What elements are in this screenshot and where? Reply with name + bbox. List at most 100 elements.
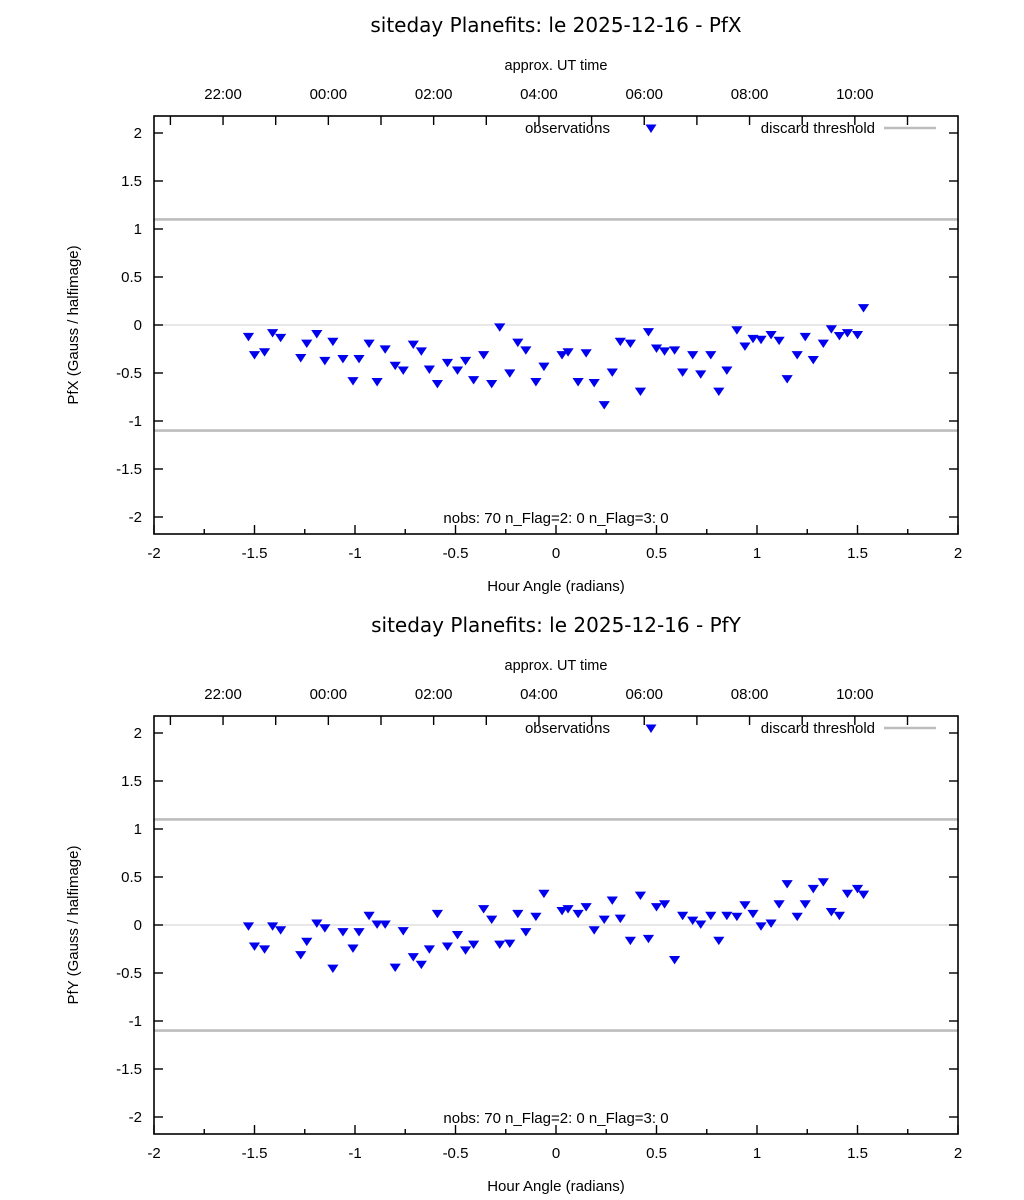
- x-tick-label: -0.5: [443, 545, 469, 562]
- y-tick-label: -0.5: [116, 365, 142, 382]
- x-tick-label: -1: [348, 1145, 361, 1162]
- observation-point: [650, 903, 663, 912]
- observation-point: [397, 927, 409, 936]
- x-tick-label: 1: [753, 545, 761, 562]
- legend-observations-label: observations: [525, 720, 610, 737]
- x-axis-ticks: -2 -1.5 -1 -0.5 0 0.5 1 1.5 2: [147, 525, 962, 562]
- x-tick-label: 0: [552, 1145, 560, 1162]
- observation-point: [634, 891, 647, 901]
- y-tick-label: 0: [134, 917, 142, 934]
- observation-point: [668, 955, 681, 965]
- ut-tick-label: 02:00: [415, 86, 453, 103]
- ut-tick-label: 00:00: [310, 86, 348, 103]
- observations-series: [242, 878, 870, 973]
- observation-point: [431, 909, 444, 919]
- observation-point: [606, 368, 618, 377]
- observation-point: [467, 376, 480, 385]
- legend: observations discard threshold: [525, 120, 936, 137]
- ut-tick-label: 08:00: [731, 86, 769, 103]
- y-tick-label: 0.5: [121, 869, 142, 886]
- observation-point: [857, 304, 870, 313]
- observation-point: [353, 355, 365, 364]
- observation-point: [642, 934, 655, 944]
- observation-point: [580, 349, 592, 358]
- observation-point: [857, 890, 870, 900]
- x-tick-label: 0.5: [646, 545, 667, 562]
- observation-point: [311, 330, 323, 339]
- ut-tick-label: 08:00: [731, 686, 769, 703]
- observations-marker-icon: [645, 724, 657, 733]
- observation-point: [791, 351, 803, 360]
- y-tick-label: -1.5: [116, 1061, 142, 1078]
- observation-point: [642, 328, 655, 337]
- y-axis-ticks: -2 -1.5 -1 -0.5 0 0.5 1 1.5 2: [116, 725, 958, 1126]
- observation-point: [624, 339, 636, 349]
- observation-point: [781, 880, 793, 889]
- observation-point: [687, 351, 699, 360]
- observation-point: [713, 936, 725, 946]
- x-tick-label: -1: [348, 545, 361, 562]
- observation-point: [337, 928, 349, 937]
- y-tick-label: 2: [134, 125, 142, 142]
- ut-tick-label: 10:00: [836, 86, 874, 103]
- observation-point: [807, 884, 819, 894]
- observation-point: [441, 942, 454, 951]
- observation-point: [556, 351, 568, 360]
- observation-point: [494, 940, 506, 949]
- observation-point: [363, 339, 375, 349]
- observation-point: [520, 928, 532, 937]
- observation-point: [773, 336, 785, 346]
- y-tick-label: 0: [134, 317, 142, 334]
- ut-tick-label: 10:00: [836, 686, 874, 703]
- x-tick-label: 1.5: [847, 1145, 868, 1162]
- observation-point: [825, 325, 837, 334]
- observation-point: [441, 358, 454, 368]
- observation-point: [538, 362, 550, 372]
- observation-point: [580, 903, 592, 912]
- legend-threshold-label: discard threshold: [761, 120, 875, 137]
- observation-point: [451, 366, 464, 375]
- observation-point: [687, 916, 699, 925]
- y-axis-ticks: -2 -1.5 -1 -0.5 0 0.5 1 1.5 2: [116, 125, 958, 526]
- observation-point: [765, 331, 777, 340]
- observation-point: [799, 900, 811, 909]
- x-tick-label: 1.5: [847, 545, 868, 562]
- observation-point: [747, 334, 759, 344]
- y-tick-label: 1.5: [121, 173, 142, 190]
- chart-pfy: siteday Planefits: le 2025-12-16 - PfY ap…: [0, 600, 1024, 1200]
- observation-point: [841, 889, 854, 899]
- y-tick-label: -1.5: [116, 461, 142, 478]
- observation-point: [658, 900, 671, 909]
- observation-point: [791, 912, 803, 922]
- observation-point: [588, 926, 600, 935]
- pfx-scatter-plot: siteday Planefits: le 2025-12-16 - PfX ap…: [65, 13, 962, 595]
- y-tick-label: 2: [134, 725, 142, 742]
- observation-point: [327, 964, 339, 973]
- y-tick-label: -0.5: [116, 965, 142, 982]
- x-tick-label: -1.5: [242, 545, 268, 562]
- ut-tick-label: 02:00: [415, 686, 453, 703]
- y-tick-label: 1: [134, 221, 142, 238]
- ut-time-ticks: 22:00 00:00 02:00 04:00 06:00 08:00 10:00: [169, 86, 909, 125]
- observation-point: [301, 339, 313, 349]
- observation-point: [258, 348, 271, 357]
- observation-point: [530, 378, 542, 387]
- observation-point: [705, 351, 717, 360]
- observation-point: [478, 905, 490, 914]
- observation-point: [275, 926, 287, 935]
- observation-point: [504, 939, 516, 949]
- observation-point: [825, 907, 837, 917]
- observation-point: [371, 920, 383, 929]
- observation-point: [295, 354, 307, 363]
- observation-point: [347, 944, 359, 953]
- observation-point: [311, 919, 323, 928]
- observation-point: [817, 339, 829, 349]
- observation-point: [512, 909, 524, 919]
- y-tick-label: -1: [129, 1013, 142, 1030]
- observation-point: [705, 911, 717, 921]
- observation-point: [817, 878, 829, 887]
- y-tick-label: -2: [129, 1109, 142, 1126]
- observation-point: [765, 919, 777, 928]
- observation-point: [520, 346, 532, 355]
- legend: observations discard threshold: [525, 720, 936, 737]
